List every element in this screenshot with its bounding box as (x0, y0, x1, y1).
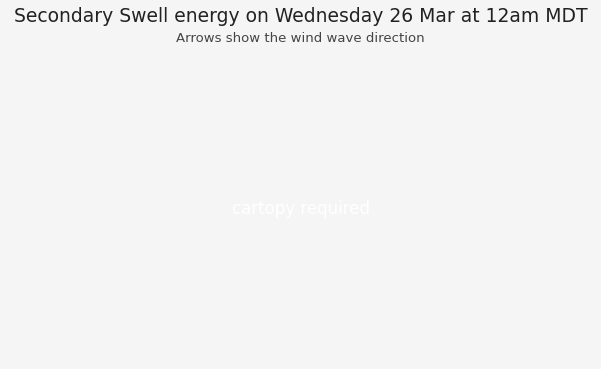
Text: cartopy required: cartopy required (231, 200, 370, 218)
Text: Secondary Swell energy on Wednesday 26 Mar at 12am MDT: Secondary Swell energy on Wednesday 26 M… (14, 7, 587, 26)
Text: Arrows show the wind wave direction: Arrows show the wind wave direction (176, 32, 425, 45)
